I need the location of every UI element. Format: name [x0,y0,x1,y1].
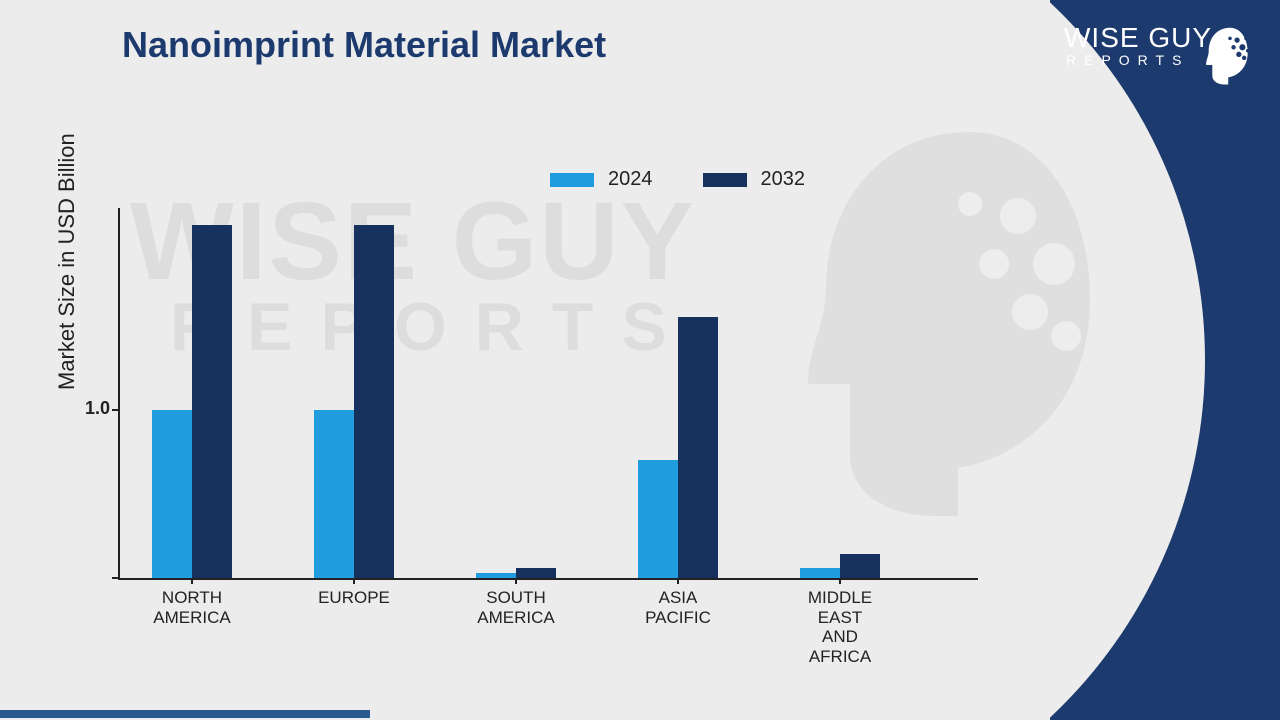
y-axis-label: Market Size in USD Billion [54,133,80,390]
bar-2032 [516,568,556,578]
bar-2024 [152,410,192,578]
category-label: MIDDLEEASTANDAFRICA [780,588,900,666]
brand-logo: WISE GUY REPORTS [1064,22,1254,92]
bar-2032 [354,225,394,578]
bar-2024 [476,573,516,578]
category-label: SOUTHAMERICA [456,588,576,627]
bar-2032 [840,554,880,578]
legend-swatch-2024 [550,173,594,187]
y-tick-label: 1.0 [70,398,110,419]
x-tick [839,578,841,584]
legend-label-2024: 2024 [608,168,653,191]
legend-item-2024: 2024 [550,168,653,191]
category-label: ASIAPACIFIC [618,588,738,627]
legend-label-2032: 2032 [761,168,806,191]
category-label: NORTHAMERICA [132,588,252,627]
legend-swatch-2032 [703,173,747,187]
chart-legend: 2024 2032 [550,168,805,191]
category-label: EUROPE [294,588,414,608]
x-tick [515,578,517,584]
chart-plot-area [118,208,978,578]
legend-item-2032: 2032 [703,168,806,191]
chart-title: Nanoimprint Material Market [122,24,606,66]
bottom-accent-bar [0,710,370,718]
bar-2024 [314,410,354,578]
y-tick [112,409,118,411]
bar-2024 [638,460,678,578]
bar-2024 [800,568,840,578]
x-tick [353,578,355,584]
x-axis [118,578,978,580]
x-tick [191,578,193,584]
y-axis [118,208,120,578]
x-tick [677,578,679,584]
origin-tick [112,577,118,579]
bar-2032 [678,317,718,578]
brand-band [1050,0,1280,720]
bar-2032 [192,225,232,578]
logo-head-icon [1202,26,1258,88]
